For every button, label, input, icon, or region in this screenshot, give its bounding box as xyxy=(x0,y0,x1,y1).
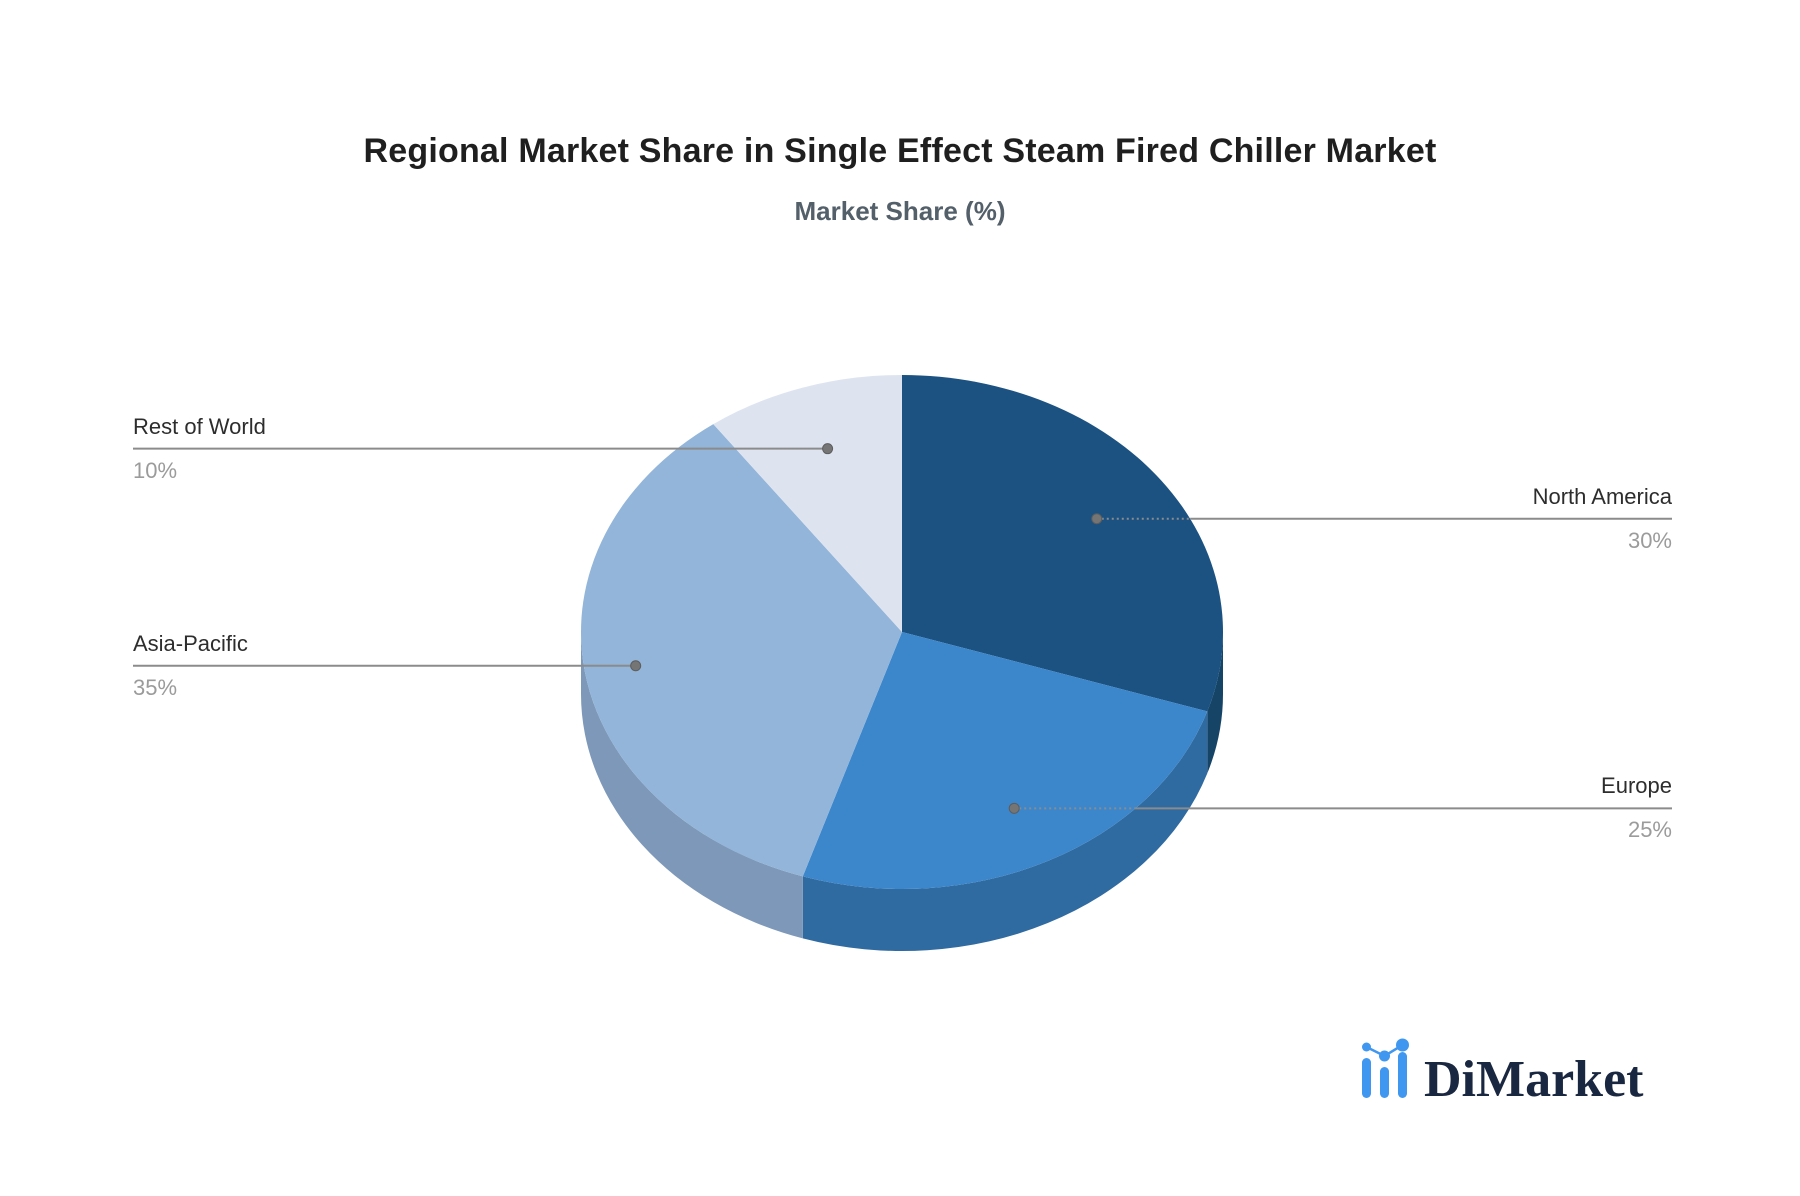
connector-dot-north-america xyxy=(1091,513,1103,525)
brand-name: DiMarket xyxy=(1424,1051,1644,1108)
slice-label: North America xyxy=(1532,483,1672,509)
slice-label: Europe xyxy=(1601,773,1672,799)
callout-north-america: North America 30% xyxy=(1533,483,1672,555)
bar-line-chart-icon xyxy=(1362,1038,1409,1098)
pie-slice-asia-pacific[interactable] xyxy=(581,424,902,877)
callout-rest-of-world: Rest of World 10% xyxy=(133,413,266,485)
pie-slice-rest-of-world[interactable] xyxy=(713,375,902,632)
slice-value: 35% xyxy=(133,674,178,700)
pie-slice-north-america[interactable] xyxy=(902,375,1223,712)
callout-asia-pacific: Asia-Pacific 35% xyxy=(133,630,248,702)
pie-slice-side-north-america xyxy=(1207,632,1223,774)
pie-slice-europe[interactable] xyxy=(802,632,1208,889)
slice-value: 30% xyxy=(1627,527,1672,553)
slice-label: Rest of World xyxy=(133,413,266,439)
pie-slice-side-asia-pacific xyxy=(581,632,803,939)
slice-value: 25% xyxy=(1627,817,1672,843)
callout-europe: Europe 25% xyxy=(1601,772,1672,844)
connector-dot-rest-of-world xyxy=(822,443,834,455)
connector-dot-asia-pacific xyxy=(630,660,642,672)
slice-label: Asia-Pacific xyxy=(133,630,248,656)
chart-subtitle: Market Share (%) xyxy=(794,196,1006,226)
chart-title: Regional Market Share in Single Effect S… xyxy=(363,132,1437,170)
connector-dot-europe xyxy=(1008,802,1020,814)
dimarket-logo: DiMarket xyxy=(1362,1038,1643,1106)
slice-value: 10% xyxy=(133,457,178,483)
pie-slice-side-europe xyxy=(802,711,1208,951)
